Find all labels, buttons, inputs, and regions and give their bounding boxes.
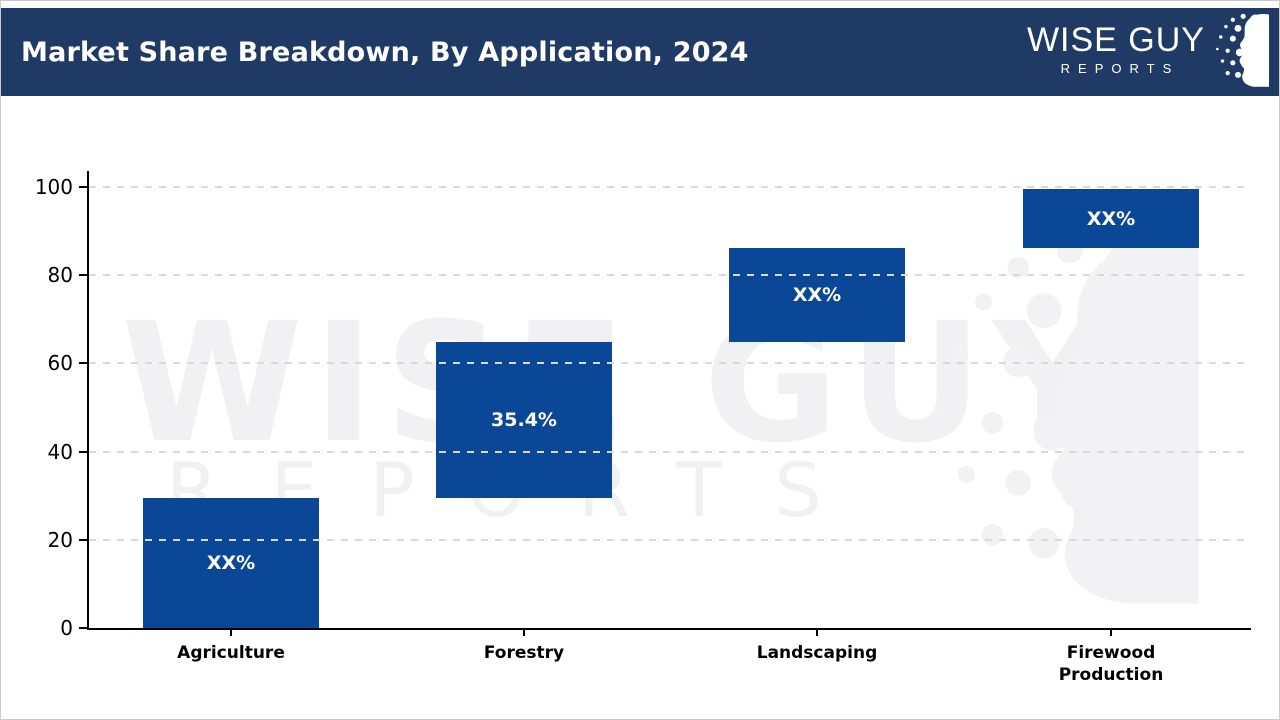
x-tick-agriculture: [230, 628, 232, 636]
y-tick-label-20: 20: [47, 528, 73, 552]
watermark-wordmark: WISE GUY: [121, 287, 1123, 479]
y-tick-label-100: 100: [34, 175, 73, 199]
header-bar: Market Share Breakdown, By Application, …: [1, 8, 1279, 96]
bar-firewood-production: [1023, 189, 1199, 248]
x-label-firewood-production: Firewood Production: [1058, 643, 1164, 686]
bar-landscaping: [729, 248, 905, 342]
x-label-agriculture: Agriculture: [177, 643, 285, 663]
y-tick-label-80: 80: [47, 263, 73, 287]
y-tick-label-40: 40: [47, 440, 73, 464]
gridline-40: [89, 451, 1251, 453]
y-tick-40: [79, 451, 87, 453]
y-axis-line: [87, 171, 89, 630]
logo-wordmark: WISE GUY: [1026, 21, 1205, 60]
bar-agriculture: [143, 498, 319, 628]
x-tick-landscaping: [816, 628, 818, 636]
logo-face-icon: [1207, 10, 1269, 88]
wiseguy-logo: WISE GUY REPORTS: [1027, 10, 1269, 88]
bar-forestry: [436, 342, 612, 498]
chart-title: Market Share Breakdown, By Application, …: [21, 36, 749, 68]
x-label-landscaping: Landscaping: [756, 643, 878, 663]
logo-text: WISE GUY REPORTS: [1026, 21, 1205, 76]
gridline-100: [89, 186, 1251, 188]
y-tick-label-0: 0: [60, 616, 73, 640]
x-axis-line: [87, 628, 1251, 630]
x-tick-firewood-production: [1110, 628, 1112, 636]
bar-label-landscaping: XX%: [792, 284, 842, 306]
bar-label-agriculture: XX%: [206, 552, 256, 574]
y-tick-60: [79, 362, 87, 364]
bar-label-firewood-production: XX%: [1086, 207, 1136, 230]
y-tick-label-60: 60: [47, 351, 73, 375]
x-tick-forestry: [523, 628, 525, 636]
gridline-20: [89, 539, 1251, 541]
x-label-forestry: Forestry: [483, 643, 565, 663]
logo-subtext: REPORTS: [1060, 60, 1180, 76]
gridline-60: [89, 362, 1251, 364]
y-tick-20: [79, 539, 87, 541]
y-tick-100: [79, 186, 87, 188]
y-tick-0: [79, 627, 87, 629]
bar-label-forestry: 35.4%: [491, 409, 557, 431]
y-tick-80: [79, 274, 87, 276]
gridline-80: [89, 274, 1251, 276]
